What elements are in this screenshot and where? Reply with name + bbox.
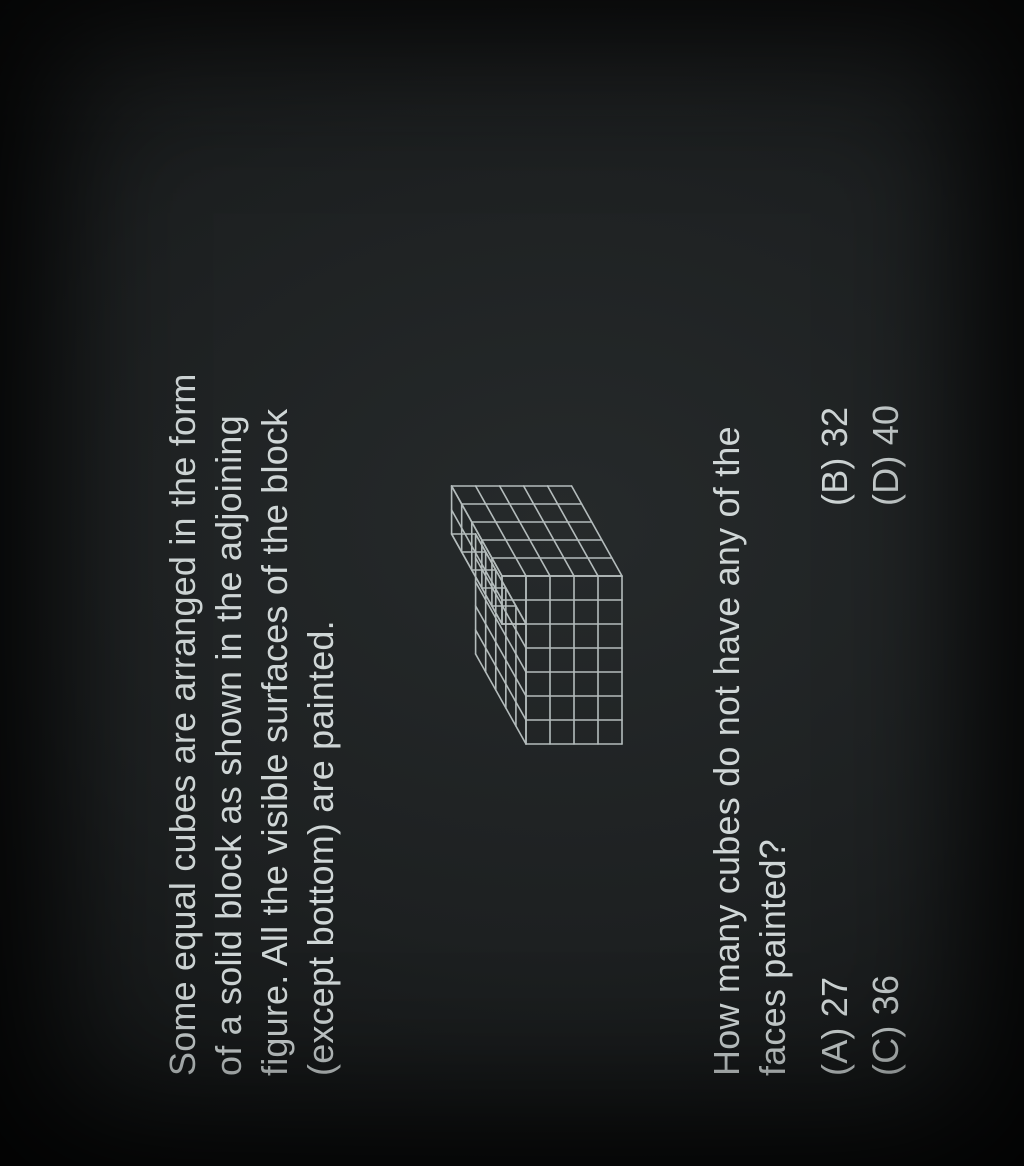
question-paragraph: How many cubes do not have any of the fa… [704, 96, 796, 1076]
option-a-text: (A) 27 [814, 977, 855, 1076]
question-line-1: How many cubes do not have any of the [704, 96, 750, 1076]
problem-line-1: Some equal cubes are arranged in the for… [160, 96, 206, 1076]
problem-paragraph: Some equal cubes are arranged in the for… [160, 96, 344, 1076]
problem-line-3: figure. All the visible surfaces of the … [252, 96, 298, 1076]
problem-line-2: of a solid block as shown in the adjoini… [206, 96, 252, 1076]
option-c-text: (C) 36 [865, 975, 906, 1076]
rotated-page: Some equal cubes are arranged in the for… [0, 0, 1024, 1166]
option-c: (C) 36 [863, 666, 909, 1076]
cube-figure [384, 406, 644, 766]
page: Some equal cubes are arranged in the for… [160, 96, 909, 1076]
option-d-text: (D) 40 [865, 405, 906, 506]
options-grid: (A) 27 (B) 32 (C) 36 (D) 40 [812, 96, 908, 1076]
option-b-text: (B) 32 [814, 407, 855, 506]
option-b: (B) 32 [812, 96, 858, 506]
option-d: (D) 40 [863, 96, 909, 506]
question-line-2: faces painted? [750, 96, 796, 1076]
photo-frame: Some equal cubes are arranged in the for… [0, 0, 1024, 1166]
figure-container [384, 96, 644, 1076]
option-a: (A) 27 [812, 666, 858, 1076]
problem-line-4: (except bottom) are painted. [298, 96, 344, 1076]
